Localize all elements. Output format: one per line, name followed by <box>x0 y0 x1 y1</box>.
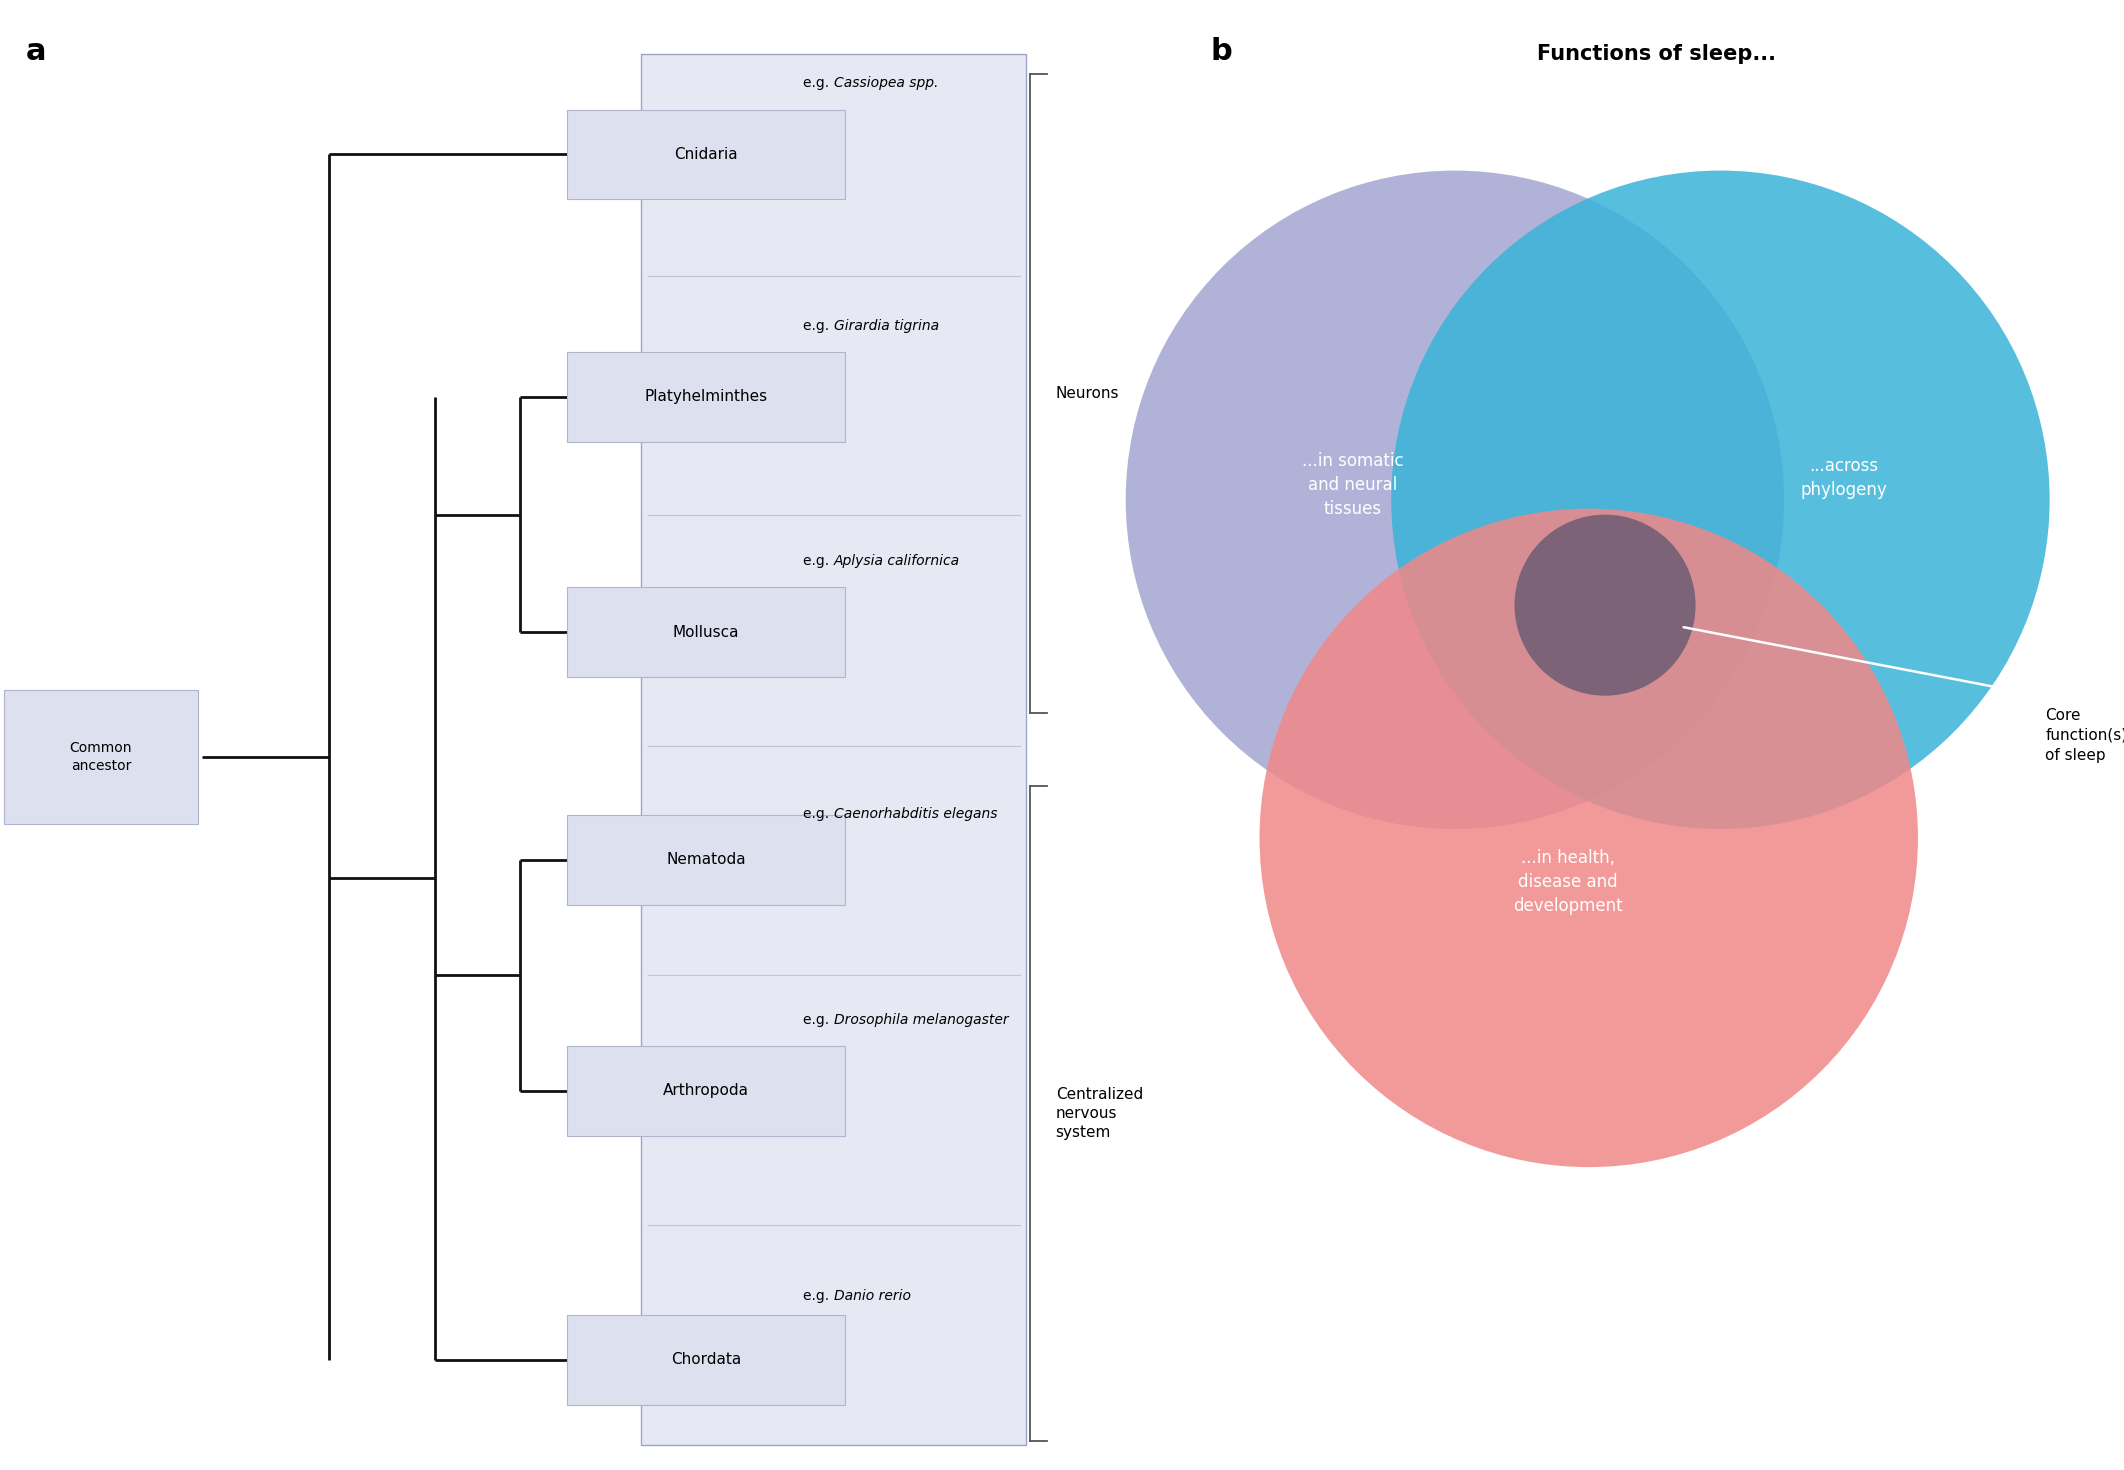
FancyBboxPatch shape <box>641 54 1026 1445</box>
Ellipse shape <box>1260 509 1918 1167</box>
FancyBboxPatch shape <box>567 110 845 200</box>
Ellipse shape <box>1126 171 1784 829</box>
Text: Aplysia californica: Aplysia californica <box>833 554 960 569</box>
Text: e.g.: e.g. <box>803 319 833 334</box>
FancyBboxPatch shape <box>567 1314 845 1405</box>
Text: Girardia tigrina: Girardia tigrina <box>833 319 939 334</box>
Text: Common
ancestor: Common ancestor <box>70 741 132 773</box>
Text: b: b <box>1211 37 1232 66</box>
Text: e.g.: e.g. <box>803 554 833 569</box>
FancyBboxPatch shape <box>567 1047 845 1135</box>
Text: Mollusca: Mollusca <box>673 625 739 639</box>
Text: ...in health,
disease and
development: ...in health, disease and development <box>1512 850 1623 914</box>
Text: Arthropoda: Arthropoda <box>663 1083 750 1098</box>
Text: ...in somatic
and neural
tissues: ...in somatic and neural tissues <box>1302 453 1404 517</box>
Text: ...across
phylogeny: ...across phylogeny <box>1801 457 1886 498</box>
Text: Cassiopea spp.: Cassiopea spp. <box>833 76 939 91</box>
Text: Caenorhabditis elegans: Caenorhabditis elegans <box>833 807 996 822</box>
Ellipse shape <box>1391 171 2050 829</box>
FancyBboxPatch shape <box>567 816 845 906</box>
FancyBboxPatch shape <box>567 353 845 441</box>
Text: Platyhelminthes: Platyhelminthes <box>646 390 767 404</box>
Text: a: a <box>25 37 47 66</box>
Text: Functions of sleep...: Functions of sleep... <box>1538 44 1776 65</box>
Text: Neurons: Neurons <box>1056 385 1119 401</box>
Text: Centralized
nervous
system: Centralized nervous system <box>1056 1088 1143 1139</box>
Text: Core
function(s)
of sleep: Core function(s) of sleep <box>2045 709 2124 763</box>
FancyBboxPatch shape <box>4 691 198 823</box>
Text: e.g.: e.g. <box>803 1289 833 1304</box>
Text: e.g.: e.g. <box>803 76 833 91</box>
Text: Cnidaria: Cnidaria <box>675 147 737 162</box>
Text: Drosophila melanogaster: Drosophila melanogaster <box>833 1013 1009 1028</box>
Text: Chordata: Chordata <box>671 1352 741 1367</box>
Text: e.g.: e.g. <box>803 807 833 822</box>
Text: Danio rerio: Danio rerio <box>833 1289 911 1304</box>
FancyBboxPatch shape <box>567 588 845 678</box>
Ellipse shape <box>1514 514 1695 695</box>
Text: e.g.: e.g. <box>803 1013 833 1028</box>
Text: Nematoda: Nematoda <box>667 853 746 867</box>
